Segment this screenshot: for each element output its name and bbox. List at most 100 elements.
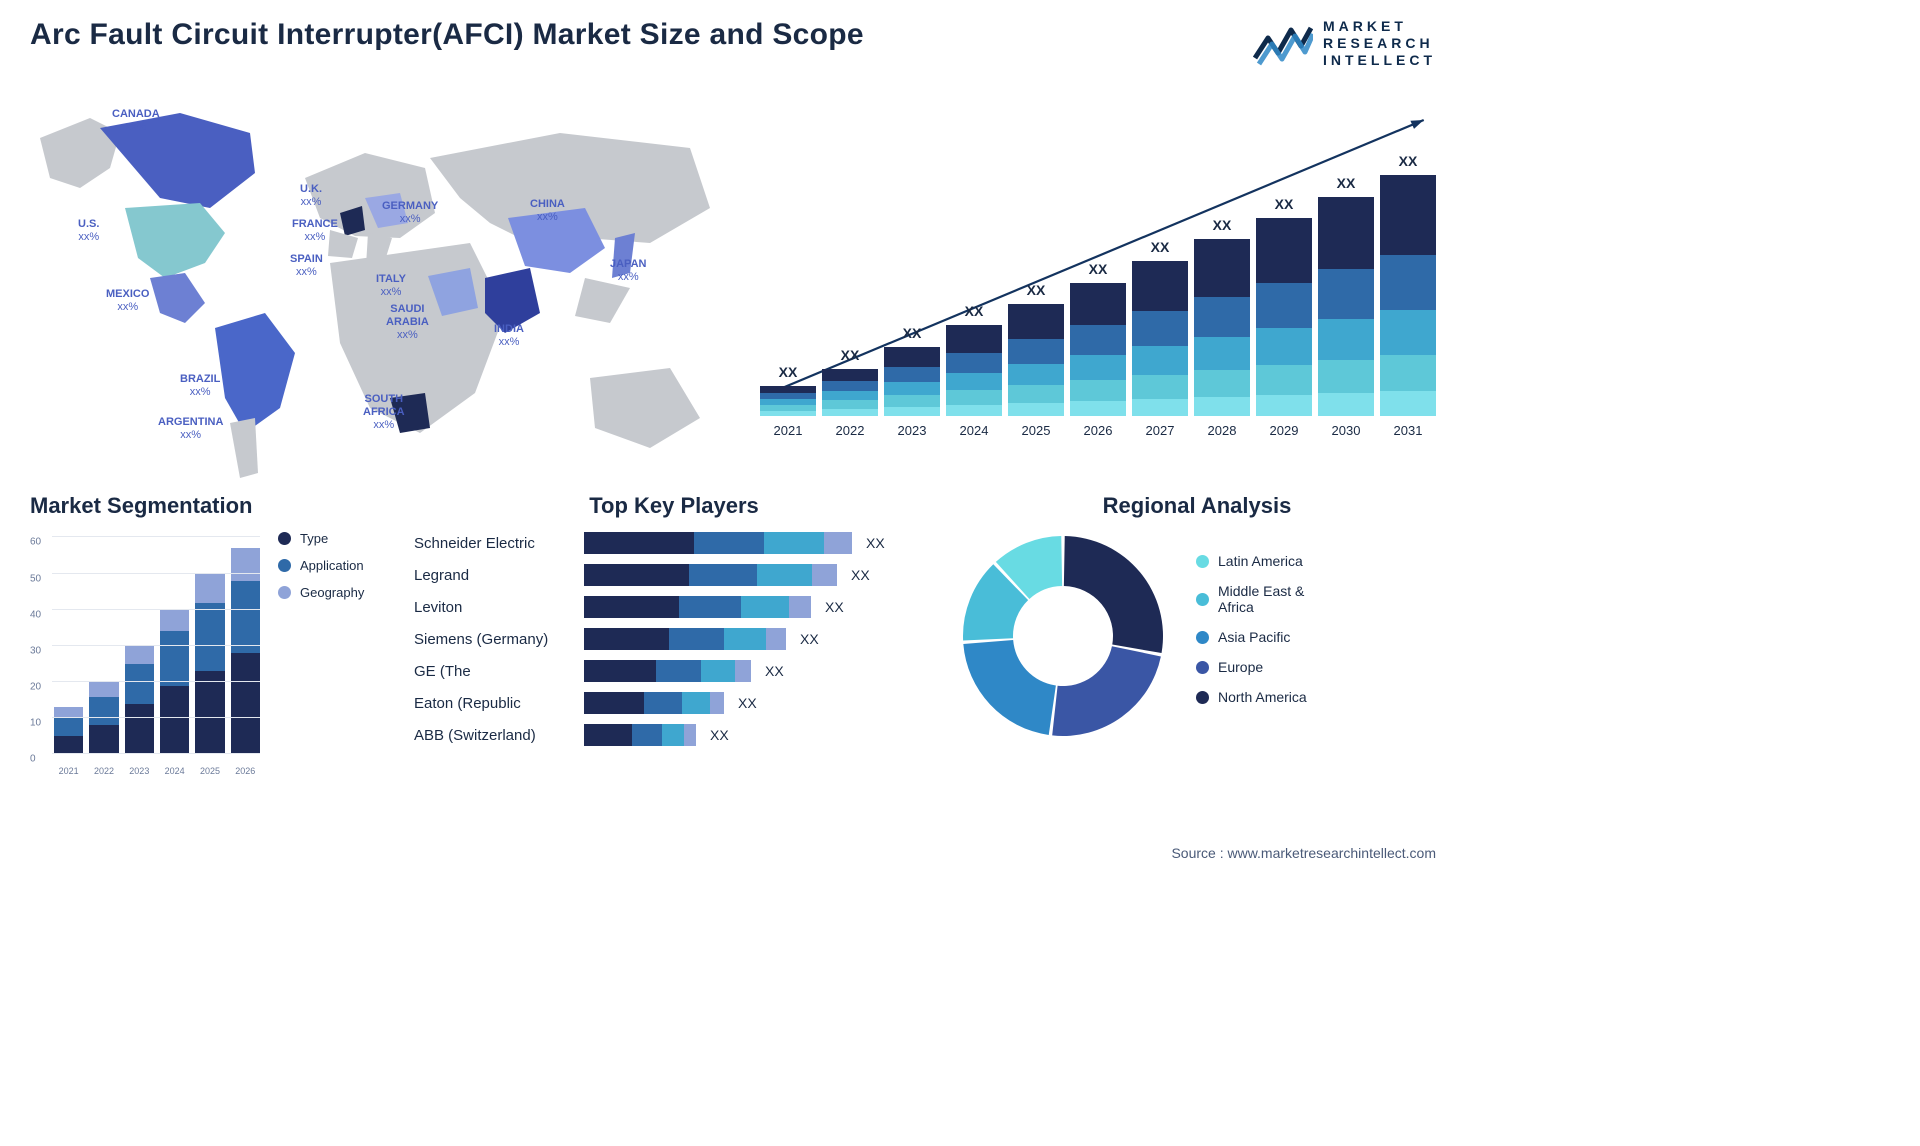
growth-bar-segment [1008, 364, 1064, 385]
player-bar-segment [724, 628, 766, 650]
growth-bar-segment [1380, 175, 1436, 255]
regional-legend-item: Middle East & Africa [1196, 583, 1307, 615]
growth-year-label: 2024 [946, 423, 1002, 438]
player-bar-segment [694, 532, 764, 554]
legend-label: Asia Pacific [1218, 629, 1290, 645]
map-country-label: SPAINxx% [290, 253, 323, 278]
legend-dot-icon [1196, 593, 1209, 606]
player-bar [584, 628, 786, 650]
player-bar-segment [584, 692, 644, 714]
player-value-label: XX [738, 695, 757, 711]
player-bar-segment [684, 724, 696, 746]
map-country-label: SAUDIARABIAxx% [386, 303, 429, 341]
segmentation-gridline [52, 753, 260, 754]
player-bar [584, 532, 852, 554]
growth-bar-segment [1380, 391, 1436, 416]
segmentation-year-label: 2025 [195, 766, 224, 776]
segmentation-bar-segment [231, 548, 260, 581]
growth-bar-label: XX [1027, 282, 1046, 298]
growth-bar-segment [1132, 346, 1188, 375]
segmentation-bar-segment [231, 581, 260, 653]
player-bar-segment [584, 596, 679, 618]
player-bar-segment [584, 564, 689, 586]
segmentation-bar-segment [125, 664, 154, 704]
segmentation-bar [89, 682, 118, 754]
growth-bar-label: XX [841, 347, 860, 363]
growth-bar-segment [884, 395, 940, 407]
growth-bar-segment [946, 405, 1002, 416]
segmentation-bar-segment [231, 653, 260, 754]
growth-bar: XX [1008, 304, 1064, 416]
player-label: Legrand [414, 567, 584, 584]
growth-bar-segment [1194, 370, 1250, 397]
growth-bar-label: XX [1275, 196, 1294, 212]
growth-bar-segment [1318, 319, 1374, 360]
player-label: Leviton [414, 599, 584, 616]
growth-bar-segment [822, 400, 878, 409]
map-region [230, 418, 258, 478]
growth-bar-segment [822, 369, 878, 381]
regional-donut [958, 531, 1168, 741]
growth-bar-segment [1194, 337, 1250, 370]
regional-panel: Regional Analysis Latin AmericaMiddle Ea… [958, 493, 1436, 741]
player-bar-segment [662, 724, 684, 746]
map-country-label: GERMANYxx% [382, 200, 438, 225]
top-row: CANADAxx%U.S.xx%MEXICOxx%BRAZILxx%ARGENT… [0, 68, 1466, 478]
donut-slice [963, 640, 1056, 735]
segmentation-ytick: 30 [30, 645, 41, 656]
player-bar-segment [710, 692, 724, 714]
segmentation-gridline [52, 645, 260, 646]
segmentation-bar-segment [89, 725, 118, 754]
player-row: Schneider ElectricXX [414, 531, 934, 555]
segmentation-panel: Market Segmentation 20212022202320242025… [30, 493, 390, 776]
growth-bar-segment [1070, 401, 1126, 416]
map-country-label: JAPANxx% [610, 258, 646, 283]
growth-bar-segment [884, 347, 940, 367]
growth-bar-label: XX [903, 325, 922, 341]
segmentation-ytick: 40 [30, 609, 41, 620]
growth-bar: XX [1132, 261, 1188, 416]
segmentation-gridline [52, 609, 260, 610]
map-country-label: U.S.xx% [78, 218, 99, 243]
segmentation-bar-segment [160, 631, 189, 685]
growth-bar-segment [1132, 399, 1188, 416]
player-bar-segment [701, 660, 735, 682]
growth-bar-segment [1256, 365, 1312, 395]
growth-bar-segment [1070, 355, 1126, 380]
map-region [590, 368, 700, 448]
player-bar [584, 596, 811, 618]
brand-logo: MARKET RESEARCH INTELLECT [1253, 18, 1436, 68]
map-country-label: U.K.xx% [300, 183, 322, 208]
segmentation-gridline [52, 717, 260, 718]
growth-bar-segment [1008, 403, 1064, 416]
segmentation-legend-item: Type [278, 531, 364, 546]
player-bar-segment [584, 724, 632, 746]
source-attribution: Source : www.marketresearchintellect.com [1171, 845, 1436, 861]
logo-text-line: RESEARCH [1323, 35, 1436, 52]
legend-dot-icon [1196, 661, 1209, 674]
growth-bar-segment [1380, 355, 1436, 391]
segmentation-bar-segment [89, 682, 118, 696]
player-bar-segment [644, 692, 682, 714]
player-row: Siemens (Germany)XX [414, 627, 934, 651]
player-row: Eaton (RepublicXX [414, 691, 934, 715]
legend-label: Geography [300, 585, 364, 600]
segmentation-year-label: 2021 [54, 766, 83, 776]
segmentation-bar [195, 574, 224, 755]
growth-bar-segment [1194, 397, 1250, 416]
growth-year-label: 2027 [1132, 423, 1188, 438]
growth-bar-segment [1194, 297, 1250, 337]
donut-slice [1064, 536, 1163, 653]
regional-legend-item: Europe [1196, 659, 1307, 675]
player-bar [584, 660, 751, 682]
map-region [125, 203, 225, 278]
growth-bar-label: XX [779, 364, 798, 380]
growth-bar-segment [760, 386, 816, 393]
legend-dot-icon [1196, 555, 1209, 568]
growth-bar-segment [1256, 328, 1312, 365]
map-country-label: FRANCExx% [292, 218, 338, 243]
segmentation-bar-segment [54, 718, 83, 736]
segmentation-ytick: 20 [30, 682, 41, 693]
growth-bar-segment [1318, 393, 1374, 416]
growth-bar-segment [1070, 380, 1126, 401]
